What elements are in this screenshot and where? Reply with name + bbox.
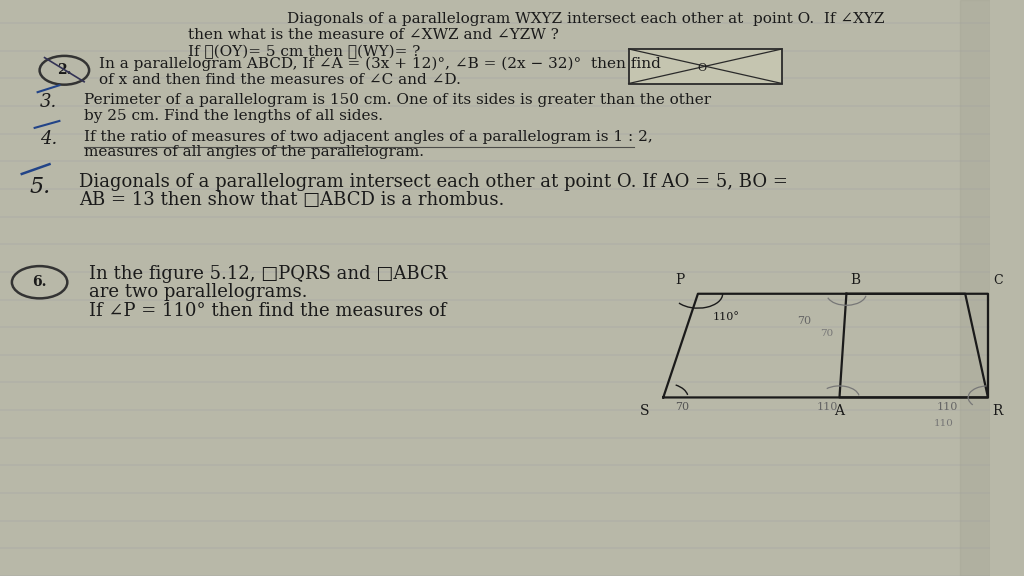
Text: AB = 13 then show that □ABCD is a rhombus.: AB = 13 then show that □ABCD is a rhombu… bbox=[79, 191, 505, 209]
Text: 5.: 5. bbox=[30, 176, 51, 198]
Text: If ℓ(OY)= 5 cm then ℓ(WY)= ?: If ℓ(OY)= 5 cm then ℓ(WY)= ? bbox=[188, 45, 421, 59]
Text: O: O bbox=[697, 63, 707, 73]
Bar bbox=[961, 0, 990, 576]
Text: Diagonals of a parallelogram intersect each other at point O. If AO = 5, BO =: Diagonals of a parallelogram intersect e… bbox=[79, 173, 788, 191]
Text: 110: 110 bbox=[817, 402, 839, 412]
Text: Diagonals of a parallelogram WXYZ intersect each other at  point O.  If ∠XYZ: Diagonals of a parallelogram WXYZ inters… bbox=[287, 12, 885, 25]
Text: 70: 70 bbox=[797, 316, 811, 325]
Text: 4.: 4. bbox=[40, 130, 57, 147]
Bar bbox=[629, 49, 782, 84]
Text: 2.: 2. bbox=[57, 63, 72, 77]
Text: then what is the measure of ∠XWZ and ∠YZW ?: then what is the measure of ∠XWZ and ∠YZ… bbox=[188, 28, 559, 41]
Text: 70: 70 bbox=[675, 402, 689, 412]
Text: Perimeter of a parallelogram is 150 cm. One of its sides is greater than the oth: Perimeter of a parallelogram is 150 cm. … bbox=[84, 93, 712, 107]
Text: measures of all angles of the parallelogram.: measures of all angles of the parallelog… bbox=[84, 145, 424, 159]
Text: In a parallelogram ABCD, If ∠A = (3x + 12)°, ∠B = (2x − 32)°  then find: In a parallelogram ABCD, If ∠A = (3x + 1… bbox=[99, 56, 660, 71]
Text: C: C bbox=[993, 274, 1004, 287]
Text: B: B bbox=[851, 273, 861, 287]
Text: If ∠P = 110° then find the measures of: If ∠P = 110° then find the measures of bbox=[89, 302, 446, 320]
Text: 70: 70 bbox=[820, 329, 834, 339]
Text: A: A bbox=[835, 404, 845, 418]
Text: 6.: 6. bbox=[33, 275, 47, 289]
Text: 110: 110 bbox=[937, 402, 957, 412]
Text: If the ratio of measures of two adjacent angles of a parallelogram is 1 : 2,: If the ratio of measures of two adjacent… bbox=[84, 130, 653, 143]
Text: of x and then find the measures of ∠C and ∠D.: of x and then find the measures of ∠C an… bbox=[99, 73, 461, 87]
Text: 110°: 110° bbox=[713, 312, 739, 322]
Text: P: P bbox=[675, 273, 684, 287]
Text: are two parallelograms.: are two parallelograms. bbox=[89, 283, 307, 301]
Circle shape bbox=[40, 56, 89, 85]
Text: 110: 110 bbox=[934, 419, 953, 429]
Text: S: S bbox=[640, 404, 649, 418]
Text: R: R bbox=[992, 404, 1002, 418]
Text: by 25 cm. Find the lengths of all sides.: by 25 cm. Find the lengths of all sides. bbox=[84, 109, 383, 123]
Text: In the figure 5.12, □PQRS and □ABCR: In the figure 5.12, □PQRS and □ABCR bbox=[89, 265, 447, 283]
Text: 3.: 3. bbox=[40, 93, 57, 111]
Circle shape bbox=[12, 266, 68, 298]
